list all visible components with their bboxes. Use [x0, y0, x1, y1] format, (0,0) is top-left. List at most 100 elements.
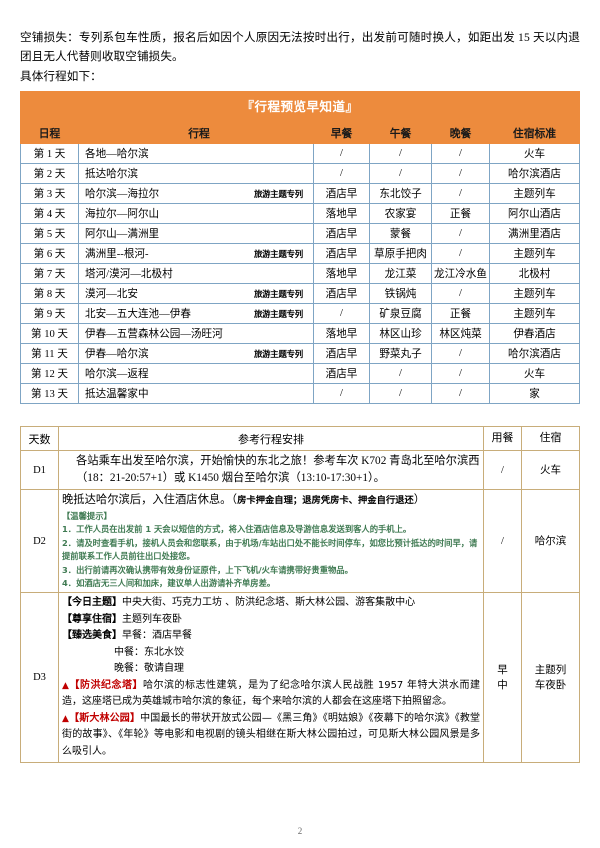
d2-plan-cell: 晚抵达哈尔滨后，入住酒店休息。（房卡押金自理；退房凭房卡、押金自行退还） 【温馨… — [58, 488, 484, 594]
cell-stay: 满洲里酒店 — [489, 223, 580, 244]
cell-route: 抵达哈尔滨 — [78, 163, 314, 184]
cell-route: 各地—哈尔滨 — [78, 143, 314, 164]
cell-dinner: / — [431, 143, 490, 164]
header-lunch: 午餐 — [369, 121, 432, 144]
d3-food-item-0: 早餐：酒店早餐 — [122, 630, 192, 642]
table-row: 第 11 天伊春—哈尔滨 旅游主题专列 酒店早 野菜丸子 / 哈尔滨酒店 — [20, 343, 580, 364]
cell-dinner: / — [431, 283, 490, 304]
cell-route: 满洲里--根河- 旅游主题专列 — [78, 243, 314, 264]
table-row: 第 1 天各地—哈尔滨 / / / 火车 — [20, 143, 580, 164]
cell-dinner: / — [431, 343, 490, 364]
intro-paragraph-1: 空铺损失：专列系包车性质，报名后如因个人原因无法按时出行，出发前可随时换人，如距… — [20, 31, 580, 63]
table-row-d1: D1 各站乘车出发至哈尔滨，开始愉快的东北之旅！参考车次 K702 青岛北至哈尔… — [20, 450, 580, 490]
d3-spot2-label: 【斯大林公园】 — [69, 712, 141, 724]
cell-dinner: / — [431, 223, 490, 244]
d1-day-label: D1 — [20, 450, 59, 490]
table-row: 第 3 天哈尔滨—海拉尔 旅游主题专列 酒店早 东北饺子 / 主题列车 — [20, 183, 580, 204]
cell-breakfast: 落地早 — [313, 263, 370, 284]
cell-lunch: 农家宴 — [369, 203, 432, 224]
cell-lunch: 东北饺子 — [369, 183, 432, 204]
cell-breakfast: 酒店早 — [313, 243, 370, 264]
d3-day-label: D3 — [20, 592, 59, 764]
cell-route: 伊春—哈尔滨 旅游主题专列 — [78, 343, 314, 364]
cell-lunch: / — [369, 383, 432, 404]
d3-meal-line1: 早 — [497, 664, 508, 676]
d3-stay-label: 【尊享住宿】 — [62, 613, 122, 625]
d3-food-item-2: 晚餐：敬请自理 — [114, 663, 184, 675]
table-row: 第 12 天哈尔滨—返程 酒店早 / / 火车 — [20, 363, 580, 384]
d2-headline-a: 晚抵达哈尔滨后，入住酒店休息。（ — [62, 494, 238, 506]
cell-stay: 主题列车 — [489, 303, 580, 324]
header-breakfast: 早餐 — [313, 121, 370, 144]
d1-plan-line1: 各站乘车出发至哈尔滨，开始愉快的东北之旅！参考车次 K702 青岛北至哈尔滨西 — [76, 455, 480, 467]
d3-food-label: 【臻选美食】 — [62, 630, 122, 642]
page-number: 2 — [297, 826, 303, 836]
cell-day: 第 12 天 — [20, 363, 79, 384]
cell-dinner: 正餐 — [431, 203, 490, 224]
cell-dinner: 正餐 — [431, 303, 490, 324]
table-row-d2: D2 晚抵达哈尔滨后，入住酒店休息。（房卡押金自理；退房凭房卡、押金自行退还） … — [20, 488, 580, 594]
d3-plan-cell: 【今日主题】中央大街、巧克力工坊 、防洪纪念塔、斯大林公园、游客集散中心 【尊享… — [58, 592, 484, 764]
cell-lunch: 铁锅炖 — [369, 283, 432, 304]
cell-route: 北安—五大连池—伊春 旅游主题专列 — [78, 303, 314, 324]
d2-tip-3: 3．出行前请再次确认携带有效身份证原件，上下飞机/火车请携带好贵重物品。 — [62, 564, 353, 575]
route-text: 满洲里--根河- — [85, 249, 149, 260]
table-row: 第 4 天海拉尔—阿尔山 落地早 农家宴 正餐 阿尔山酒店 — [20, 203, 580, 224]
cell-day: 第 7 天 — [20, 263, 79, 284]
d2-headline-c: ） — [413, 494, 426, 506]
cell-stay: 伊春酒店 — [489, 323, 580, 344]
table-header-row: 日程 行程 早餐 午餐 晚餐 住宿标准 — [20, 121, 580, 144]
route-text: 伊春—五营森林公园—汤旺河 — [85, 329, 223, 340]
d3-stay-line1: 主题列 — [534, 664, 567, 676]
cell-stay: 主题列车 — [489, 243, 580, 264]
d3-spot-1: ▲【防洪纪念塔】哈尔滨的标志性建筑，是为了纪念哈尔滨人民战胜 1957 年特大洪… — [62, 678, 480, 711]
d2-stay: 哈尔滨 — [521, 488, 580, 594]
d2-tips-list: 1．工作人员在出发前 1 天会以短信的方式，将入住酒店信息及导游信息发送到客人的… — [62, 523, 480, 590]
document-page: 空铺损失：专列系包车性质，报名后如因个人原因无法按时出行，出发前可随时换人，如距… — [20, 31, 580, 836]
d3-spot1-text: 哈尔滨的标志性建筑，是为了纪念哈尔滨人民战胜 1957 年特大洪水而建造，这座塔… — [62, 679, 481, 708]
d3-theme-line: 【今日主题】中央大街、巧克力工坊 、防洪纪念塔、斯大林公园、游客集散中心 — [62, 595, 480, 612]
cell-day: 第 9 天 — [20, 303, 79, 324]
d3-food-item-1: 中餐：东北水饺 — [114, 646, 184, 658]
itinerary-overview-table: 日程 行程 早餐 午餐 晚餐 住宿标准 第 1 天各地—哈尔滨 / / / 火车第 2 … — [20, 121, 580, 404]
cell-day: 第 3 天 — [20, 183, 79, 204]
cell-stay: 火车 — [489, 143, 580, 164]
d3-meal-line2: 中 — [497, 679, 508, 691]
cell-lunch: / — [369, 363, 432, 384]
header-route: 行程 — [78, 121, 314, 144]
d3-stay-value: 主题列车夜卧 — [122, 613, 182, 625]
d3-meal: 早 中 — [483, 592, 522, 764]
d3-spot-2: ▲【斯大林公园】中国最长的带状开放式公园—《黑三角》《明姑娘》《夜幕下的哈尔滨》… — [62, 711, 480, 761]
cell-lunch: 野菜丸子 — [369, 343, 432, 364]
cell-route: 哈尔滨—返程 — [78, 363, 314, 384]
cell-lunch: 矿泉豆腐 — [369, 303, 432, 324]
theme-train-tag: 旅游主题专列 — [253, 348, 303, 359]
table-row: 第 5 天阿尔山—满洲里 酒店早 蒙餐 / 满洲里酒店 — [20, 223, 580, 244]
cell-route: 抵达温馨家中 — [78, 383, 314, 404]
route-text: 伊春—哈尔滨 — [85, 349, 149, 360]
route-text: 塔河/漠河—北极村 — [85, 269, 173, 280]
d1-stay: 火车 — [521, 450, 580, 490]
table-row-d3: D3 【今日主题】中央大街、巧克力工坊 、防洪纪念塔、斯大林公园、游客集散中心 … — [20, 592, 580, 764]
route-text: 漠河—北安 — [85, 289, 138, 300]
d2-tip-2: 2．请及时查看手机，接机人员会和您联系，由于机场/车站出口处不能长时间停车，如您… — [62, 537, 478, 562]
cell-breakfast: 酒店早 — [313, 183, 370, 204]
table2-header-row: 天数 参考行程安排 用餐 住宿 — [20, 426, 580, 451]
itinerary-banner: 『行程预览早知道』 — [20, 91, 580, 121]
route-text: 抵达温馨家中 — [85, 389, 149, 400]
route-text: 各地—哈尔滨 — [85, 149, 149, 160]
cell-day: 第 5 天 — [20, 223, 79, 244]
cell-breakfast: / — [313, 163, 370, 184]
d2-tip-1: 1．工作人员在出发前 1 天会以短信的方式，将入住酒店信息及导游信息发送到客人的… — [62, 524, 412, 535]
cell-day: 第 10 天 — [20, 323, 79, 344]
d2-tips-title: 【温馨提示】 — [62, 511, 112, 521]
cell-dinner: / — [431, 163, 490, 184]
cell-route: 伊春—五营森林公园—汤旺河 — [78, 323, 314, 344]
theme-train-tag: 旅游主题专列 — [253, 188, 303, 199]
cell-dinner: / — [431, 183, 490, 204]
cell-stay: 北极村 — [489, 263, 580, 284]
cell-breakfast: 酒店早 — [313, 343, 370, 364]
d3-food-line: 【臻选美食】早餐：酒店早餐 — [62, 628, 480, 645]
d1-plan-line2: （18：21-20:57+1）或 K1450 烟台至哈尔滨（13:10-17:3… — [76, 472, 385, 484]
cell-lunch: 龙江菜 — [369, 263, 432, 284]
